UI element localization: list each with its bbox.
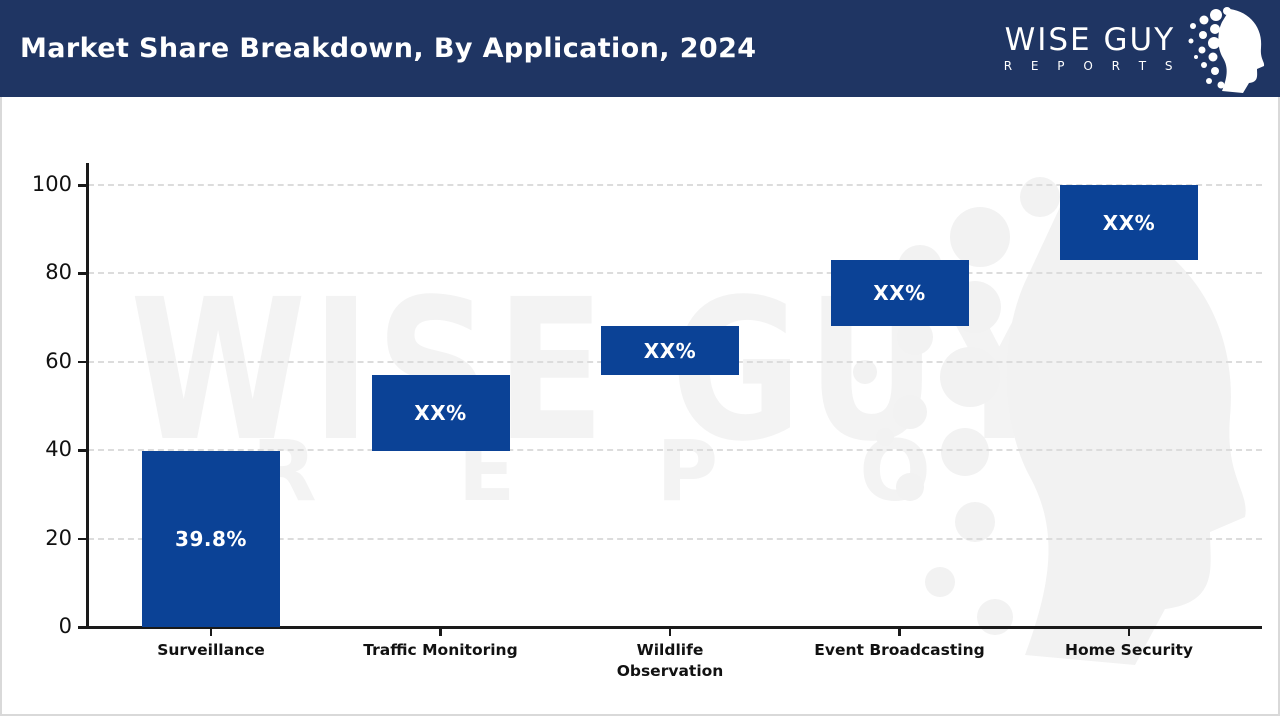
bar-home-security: XX% <box>1060 185 1198 261</box>
bar-wildlife-observation: XX% <box>601 326 739 376</box>
page-title: Market Share Breakdown, By Application, … <box>20 33 757 64</box>
bar-value-label: XX% <box>643 338 697 363</box>
x-tick-mark <box>439 627 442 636</box>
gridline-100 <box>88 184 1262 186</box>
y-tick-label: 0 <box>58 614 72 638</box>
header-bar: Market Share Breakdown, By Application, … <box>0 0 1280 97</box>
x-axis-label: Surveillance <box>157 641 265 659</box>
y-tick-mark <box>78 537 88 541</box>
x-axis-spine <box>88 625 1262 629</box>
gridline-80 <box>88 272 1262 275</box>
bar-event-broadcasting: XX% <box>830 260 969 327</box>
x-tick-mark <box>209 627 213 636</box>
x-tick-mark <box>898 627 901 636</box>
x-axis-label: Wildlife Observation <box>616 641 724 680</box>
logo-wordmark: WISE GUY R E P O R T S <box>1000 22 1180 73</box>
y-tick-label: 100 <box>31 172 72 196</box>
logo-wordmark-line2: R E P O R T S <box>1003 59 1180 73</box>
y-tick-label: 60 <box>45 348 72 373</box>
x-axis-label: Home Security <box>1064 641 1194 659</box>
y-axis-spine <box>86 163 89 627</box>
y-tick-mark <box>78 272 88 275</box>
wiseguy-head-icon <box>1188 6 1265 93</box>
x-tick-mark <box>668 627 672 636</box>
x-tick-mark <box>1127 627 1131 636</box>
gridline-20 <box>88 537 1262 540</box>
x-axis-label: Event Broadcasting <box>814 641 985 659</box>
bar-value-label: XX% <box>873 281 926 306</box>
bar-value-label: 39.8% <box>175 527 247 552</box>
y-tick-mark <box>78 360 88 364</box>
card-right-edge <box>1278 97 1280 716</box>
wiseguy-logo: WISE GUY R E P O R T S <box>1000 5 1270 93</box>
card-left-edge <box>0 97 2 716</box>
bar-value-label: XX% <box>414 401 467 426</box>
bar-surveillance: 39.8% <box>142 451 280 627</box>
y-tick-label: 80 <box>45 260 72 285</box>
y-tick-mark <box>78 184 88 187</box>
bar-value-label: XX% <box>1102 210 1156 235</box>
watermark-head-icon <box>853 177 1246 665</box>
gridline-40 <box>88 449 1262 452</box>
y-tick-label: 20 <box>45 525 72 550</box>
x-axis-label: Traffic Monitoring <box>363 641 518 659</box>
chart-area: WISE GUY R E P O R T S 02040608010039.8%… <box>0 97 1280 720</box>
card-bottom-edge <box>0 714 1280 716</box>
logo-wordmark-line1: WISE GUY <box>1004 22 1176 58</box>
y-tick-mark <box>78 449 88 452</box>
bar-traffic-monitoring: XX% <box>371 375 510 452</box>
y-tick-label: 40 <box>45 437 72 462</box>
y-tick-mark <box>78 626 88 629</box>
